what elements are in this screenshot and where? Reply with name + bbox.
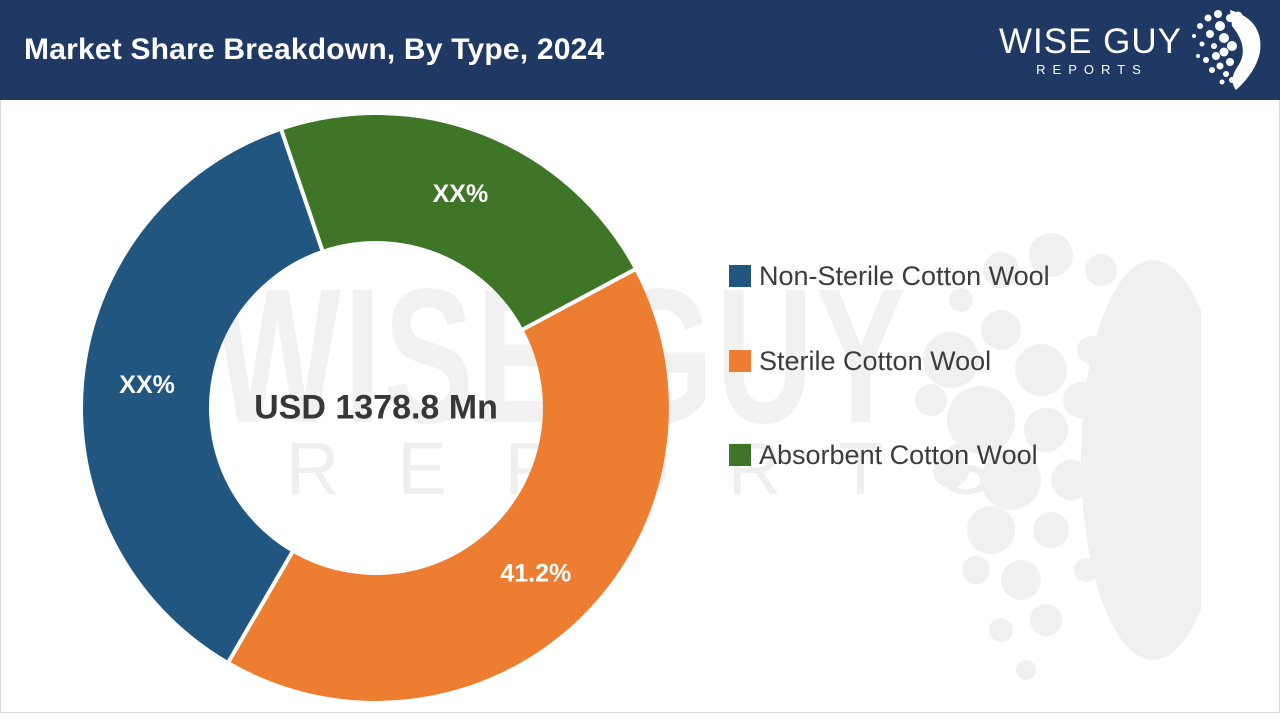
legend-label: Sterile Cotton Wool bbox=[759, 345, 992, 376]
chart-canvas: WISE GUY REPORTS XX% 41.2% XX% USD 1378.8 … bbox=[0, 100, 1280, 713]
donut-slice-sterile-cotton-wool bbox=[228, 269, 669, 701]
donut-slice-non-sterile-cotton-wool bbox=[83, 130, 323, 662]
legend-swatch-icon bbox=[729, 265, 751, 287]
legend-item: Absorbent Cotton Wool bbox=[729, 440, 1038, 470]
legend-item: Non-Sterile Cotton Wool bbox=[729, 261, 1050, 291]
legend-swatch-icon bbox=[729, 350, 751, 372]
slice-label-non-sterile-cotton-wool: XX% bbox=[119, 371, 175, 399]
brand-logo: WISE GUY REPORTS bbox=[999, 8, 1266, 92]
donut-center-value: USD 1378.8 Mn bbox=[254, 388, 498, 427]
slice-divider bbox=[279, 128, 325, 253]
slice-divider bbox=[520, 267, 638, 332]
legend-swatch-icon bbox=[729, 444, 751, 466]
brand-text: WISE GUY REPORTS bbox=[999, 24, 1182, 77]
watermark-face-dots bbox=[915, 233, 1201, 680]
slice-label-absorbent-cotton-wool: XX% bbox=[433, 180, 489, 208]
legend-label: Absorbent Cotton Wool bbox=[759, 439, 1038, 470]
brand-name: WISE GUY bbox=[998, 21, 1182, 61]
donut-chart: XX% 41.2% XX% bbox=[83, 114, 669, 701]
brand-tagline: REPORTS bbox=[1036, 61, 1148, 77]
donut-slice-absorbent-cotton-wool bbox=[281, 114, 635, 330]
slice-label-sterile-cotton-wool: 41.2% bbox=[500, 559, 571, 587]
legend-label: Non-Sterile Cotton Wool bbox=[759, 260, 1050, 291]
page-title: Market Share Breakdown, By Type, 2024 bbox=[24, 33, 605, 66]
slice-divider bbox=[226, 549, 295, 665]
brand-face-dots-icon bbox=[1192, 10, 1261, 90]
legend-item: Sterile Cotton Wool bbox=[729, 346, 991, 376]
header-bar: Market Share Breakdown, By Type, 2024 WI… bbox=[0, 0, 1280, 100]
